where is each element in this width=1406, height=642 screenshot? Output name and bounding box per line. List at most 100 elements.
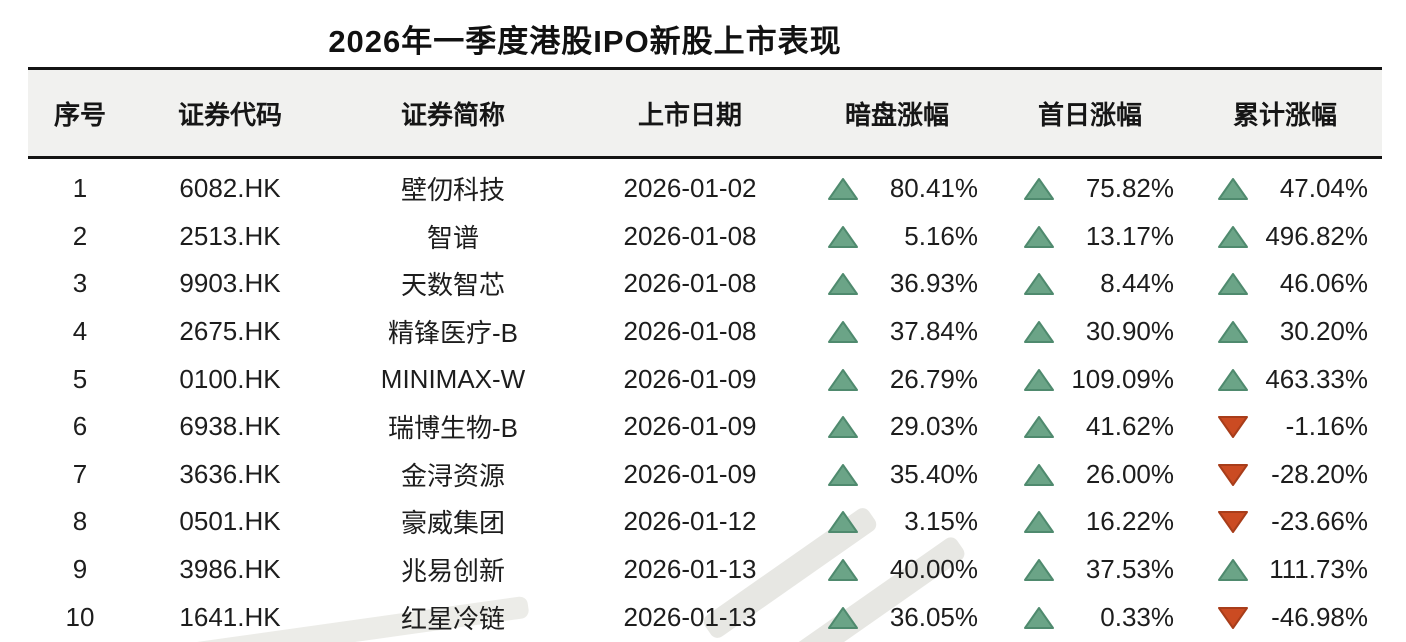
table-row: 4 2675.HK 精锋医疗-B 2026-01-08 37.84% 30.90% 30.2… [28, 308, 1382, 356]
cell-name: 瑞博生物-B [387, 413, 518, 444]
change-value: 463.33% [1265, 363, 1368, 394]
column-header-5: 首日涨幅 [1037, 99, 1142, 130]
cell-first_day_change: 37.53% [992, 554, 1188, 585]
change-value: -28.20% [1271, 458, 1368, 489]
table-row: 10 1641.HK 红星冷链 2026-01-13 36.05% 0.33% -46.98… [28, 593, 1382, 641]
change-value: 35.40% [889, 458, 978, 489]
up-triangle-icon [1024, 178, 1054, 201]
change-value: 46.06% [1279, 268, 1368, 299]
table-row: 6 6938.HK 瑞博生物-B 2026-01-09 29.03% 41.62% -1.1… [28, 403, 1382, 451]
down-triangle-icon [1218, 606, 1248, 629]
change-value: 75.82% [1085, 173, 1174, 204]
change-value: 3.15% [904, 506, 978, 537]
cell-cumulative_change: -46.98% [1188, 602, 1382, 633]
cell-no: 1 [72, 173, 88, 204]
cell-cumulative_change: 47.04% [1188, 173, 1382, 204]
cell-date: 2026-01-08 [623, 220, 757, 251]
cell-dark_change: 40.00% [802, 554, 992, 585]
up-triangle-icon [1024, 511, 1054, 534]
cell-first_day_change: 8.44% [992, 268, 1188, 299]
cell-cumulative_change: -28.20% [1188, 459, 1382, 490]
change-value: 30.20% [1279, 316, 1368, 347]
cell-date: 2026-01-09 [623, 411, 757, 442]
cell-cumulative_change: -1.16% [1188, 411, 1382, 442]
cell-first_day_change: 30.90% [992, 316, 1188, 347]
change-value: 40.00% [889, 554, 978, 585]
cell-first_day_change: 109.09% [992, 364, 1188, 395]
cell-first_day_change: 0.33% [992, 602, 1188, 633]
cell-no: 6 [72, 411, 88, 442]
table-body: 1 6082.HK 壁仞科技 2026-01-02 80.41% 75.82% 47.04%… [28, 159, 1382, 641]
cell-dark_change: 35.40% [802, 459, 992, 490]
cell-name: 智谱 [426, 222, 479, 253]
change-value: 26.79% [889, 363, 978, 394]
column-header-1: 证券代码 [177, 99, 282, 130]
change-value: -46.98% [1271, 601, 1368, 632]
change-value: 5.16% [904, 220, 978, 251]
cell-no: 7 [72, 458, 88, 489]
change-value: 8.44% [1100, 268, 1174, 299]
cell-first_day_change: 13.17% [992, 221, 1188, 252]
up-triangle-icon [1024, 416, 1054, 439]
cell-cumulative_change: 463.33% [1188, 364, 1382, 395]
cell-code: 2675.HK [179, 316, 281, 347]
cell-date: 2026-01-13 [623, 601, 757, 632]
cell-code: 3636.HK [179, 458, 281, 489]
change-value: 109.09% [1071, 363, 1174, 394]
cell-first_day_change: 41.62% [992, 411, 1188, 442]
up-triangle-icon [1218, 178, 1248, 201]
cell-name: 红星冷链 [400, 603, 505, 634]
cell-name: 天数智芯 [400, 270, 505, 301]
up-triangle-icon [828, 273, 858, 296]
table-row: 3 9903.HK 天数智芯 2026-01-08 36.93% 8.44% 46.06% [28, 260, 1382, 308]
up-triangle-icon [1024, 559, 1054, 582]
up-triangle-icon [828, 178, 858, 201]
cell-code: 3986.HK [179, 554, 281, 585]
change-value: 41.62% [1085, 411, 1174, 442]
cell-date: 2026-01-12 [623, 506, 757, 537]
cell-no: 9 [72, 554, 88, 585]
cell-name: 兆易创新 [400, 556, 505, 587]
cell-no: 3 [72, 268, 88, 299]
cell-dark_change: 29.03% [802, 411, 992, 442]
column-header-3: 上市日期 [637, 99, 742, 130]
table-row: 9 3986.HK 兆易创新 2026-01-13 40.00% 37.53% 111.73… [28, 546, 1382, 594]
cell-no: 4 [72, 316, 88, 347]
cell-code: 0501.HK [179, 506, 281, 537]
up-triangle-icon [1218, 559, 1248, 582]
column-header-4: 暗盘涨幅 [844, 99, 949, 130]
cell-name: 金浔资源 [400, 460, 505, 491]
change-value: 111.73% [1269, 554, 1368, 585]
cell-code: 6082.HK [179, 173, 281, 204]
cell-date: 2026-01-08 [623, 316, 757, 347]
cell-no: 8 [72, 506, 88, 537]
change-value: 80.41% [889, 173, 978, 204]
up-triangle-icon [1218, 368, 1248, 391]
cell-date: 2026-01-09 [623, 458, 757, 489]
cell-cumulative_change: -23.66% [1188, 506, 1382, 537]
down-triangle-icon [1218, 416, 1248, 439]
cell-no: 2 [72, 220, 88, 251]
cell-date: 2026-01-02 [623, 173, 757, 204]
cell-name: 豪威集团 [400, 508, 505, 539]
cell-no: 5 [72, 363, 88, 394]
change-value: -1.16% [1285, 411, 1368, 442]
table-row: 1 6082.HK 壁仞科技 2026-01-02 80.41% 75.82% 47.04% [28, 165, 1382, 213]
up-triangle-icon [1024, 321, 1054, 344]
up-triangle-icon [1024, 368, 1054, 391]
cell-first_day_change: 26.00% [992, 459, 1188, 490]
up-triangle-icon [828, 321, 858, 344]
cell-first_day_change: 75.82% [992, 173, 1188, 204]
cell-code: 2513.HK [179, 220, 281, 251]
cell-code: 0100.HK [179, 363, 281, 394]
change-value: 47.04% [1279, 173, 1368, 204]
up-triangle-icon [1024, 225, 1054, 248]
page-title: 2026年一季度港股IPO新股上市表现 [328, 24, 842, 59]
change-value: 26.00% [1085, 458, 1174, 489]
up-triangle-icon [828, 463, 858, 486]
column-header-6: 累计涨幅 [1232, 99, 1337, 130]
table-row: 7 3636.HK 金浔资源 2026-01-09 35.40% 26.00% -28.20… [28, 451, 1382, 499]
up-triangle-icon [828, 368, 858, 391]
ipo-table: 序号 证券代码 证券简称 上市日期 暗盘涨幅 首日涨幅 累计涨幅 1 6082.HK 壁仞科技 2… [28, 67, 1382, 641]
